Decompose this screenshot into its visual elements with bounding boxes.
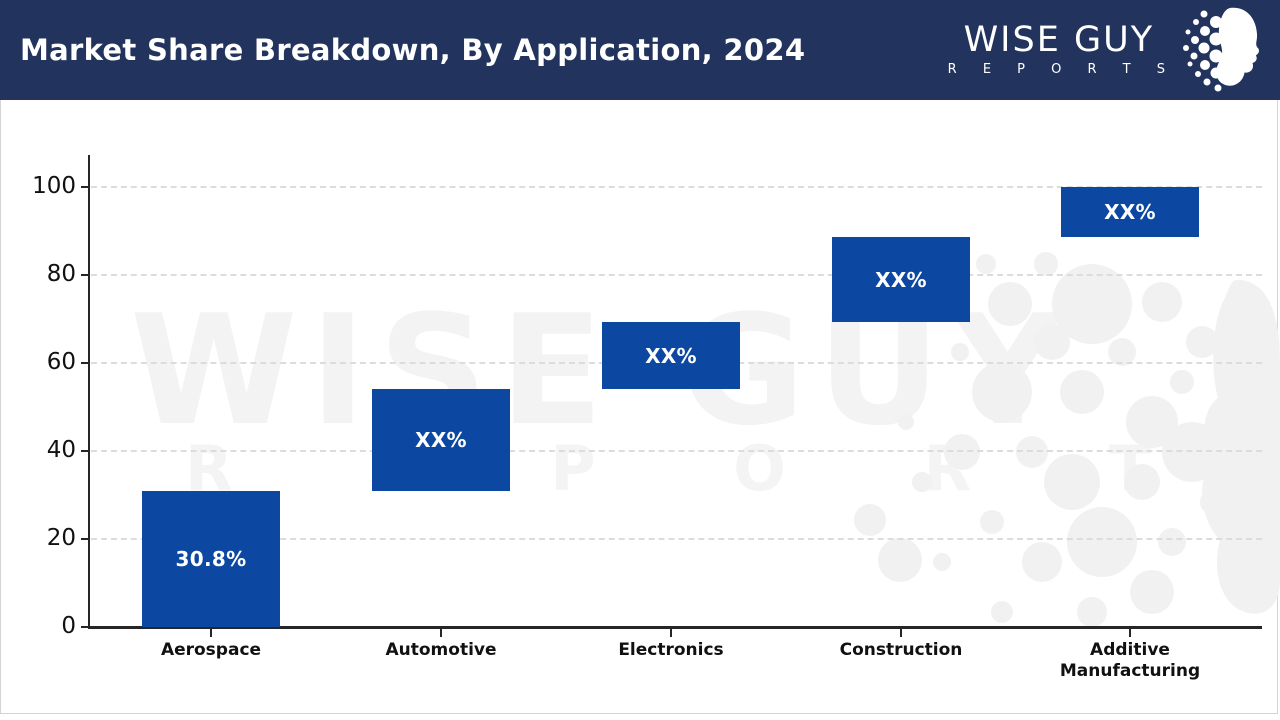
- bar-value-label: XX%: [645, 343, 697, 368]
- x-axis-label-automotive: Automotive: [385, 640, 497, 660]
- x-axis-label-additive-manufacturing: Additive Manufacturing: [1059, 640, 1201, 682]
- gridline-y-40: [91, 450, 1262, 452]
- bar-aerospace: 30.8%: [142, 491, 280, 627]
- page-title: Market Share Breakdown, By Application, …: [20, 33, 806, 67]
- y-axis-tick-label: 100: [32, 173, 76, 199]
- y-axis-tick-label: 40: [46, 437, 76, 463]
- x-tick-mark: [670, 629, 672, 637]
- logo-wordmark-line2: R E P O R T S: [947, 62, 1176, 77]
- y-tick-mark-0: [81, 626, 89, 628]
- bar-value-label: XX%: [415, 428, 467, 453]
- bar-electronics: XX%: [602, 322, 740, 390]
- brand-logo: WISE GUY R E P O R T S: [942, 4, 1280, 96]
- x-axis-label-aerospace: Aerospace: [160, 640, 262, 660]
- x-axis-line: [88, 626, 1262, 629]
- y-tick-mark-60: [81, 362, 89, 364]
- bar-value-label: 30.8%: [175, 547, 247, 572]
- x-axis-label-electronics: Electronics: [618, 640, 724, 660]
- logo-head-icon: [1183, 7, 1260, 92]
- x-axis-label-construction: Construction: [839, 640, 963, 660]
- gridline-y-80: [91, 274, 1262, 276]
- bar-additive-manufacturing: XX%: [1061, 187, 1199, 238]
- header-bar: Market Share Breakdown, By Application, …: [0, 0, 1280, 100]
- gridline-y-100: [91, 186, 1262, 188]
- y-tick-mark-80: [81, 274, 89, 276]
- bar-construction: XX%: [832, 237, 970, 323]
- gridline-y-20: [91, 538, 1262, 540]
- bar-value-label: XX%: [1104, 200, 1156, 225]
- logo-wordmark-line1: WISE GUY: [963, 20, 1155, 60]
- y-axis-line: [88, 155, 90, 628]
- y-tick-mark-100: [81, 186, 89, 188]
- bar-value-label: XX%: [875, 267, 927, 292]
- y-tick-mark-20: [81, 538, 89, 540]
- y-axis-tick-label: 80: [46, 261, 76, 287]
- logo-wordmark: WISE GUY R E P O R T S: [942, 20, 1176, 78]
- x-tick-mark: [440, 629, 442, 637]
- x-tick-mark: [900, 629, 902, 637]
- y-axis-tick-label: 0: [61, 613, 76, 639]
- y-tick-mark-40: [81, 450, 89, 452]
- x-tick-mark: [1129, 629, 1131, 637]
- bar-automotive: XX%: [372, 389, 510, 492]
- x-tick-mark: [210, 629, 212, 637]
- y-axis-tick-label: 20: [46, 525, 76, 551]
- y-axis-tick-label: 60: [46, 349, 76, 375]
